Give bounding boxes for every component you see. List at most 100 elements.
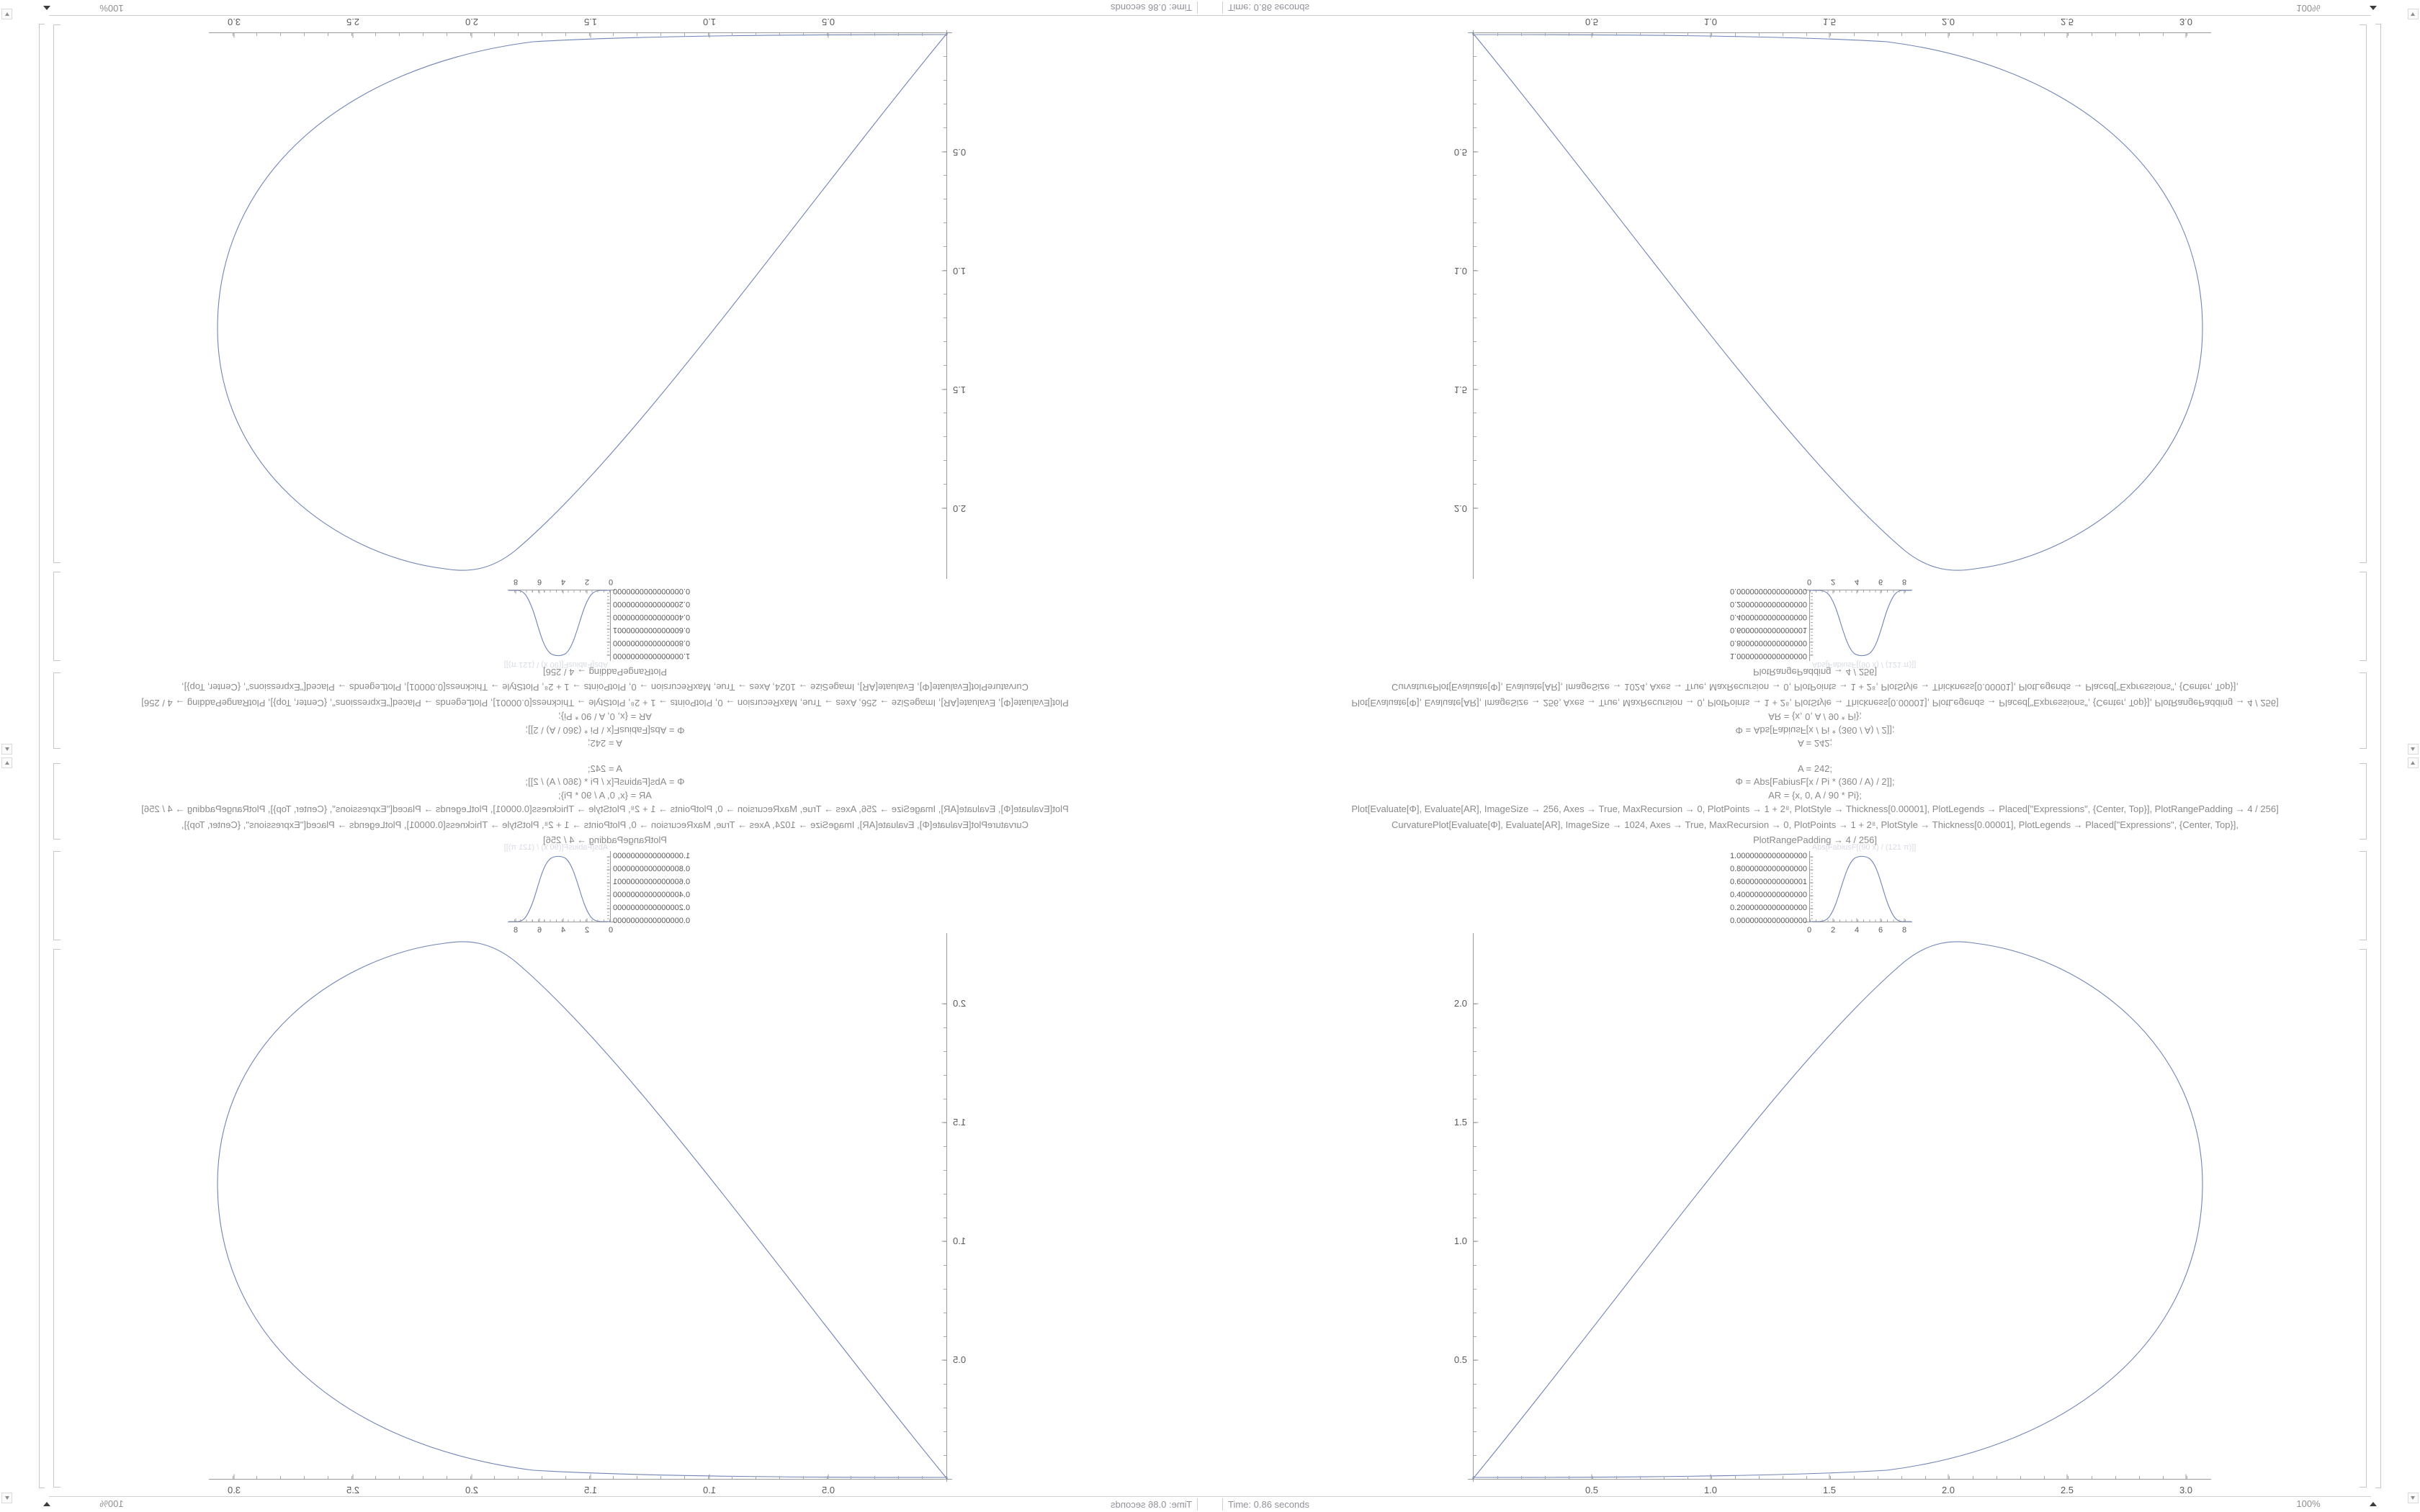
cell-group-bracket[interactable] (2375, 756, 2381, 1488)
cell-group-bracket[interactable] (39, 756, 45, 1488)
cell-bracket-code[interactable] (2357, 763, 2367, 840)
cell-bracket-big-plot[interactable] (2357, 949, 2367, 1488)
arrow-down-icon (5, 12, 9, 16)
cell-bracket-small-plot[interactable] (2357, 851, 2367, 940)
cell-bracket-big-plot[interactable] (53, 949, 63, 1488)
magnification-label[interactable]: 100% (99, 1498, 124, 1509)
tick-label: 1.5 (583, 1485, 598, 1495)
tick-label: 1.5 (1453, 384, 1467, 395)
tick-label: 0.0000000000000000 (1729, 917, 1807, 925)
big-plot-y-minor-ticks (944, 1004, 946, 1480)
tick-label: 0.8000000000000000 (1729, 865, 1807, 873)
status-bar-border (49, 15, 1210, 16)
tick-label: 1.0 (953, 266, 967, 276)
scrollbar-up-button[interactable] (1, 744, 12, 755)
cell-bracket-code[interactable] (53, 672, 63, 749)
tick-label: 1.5 (1453, 1117, 1467, 1128)
cell-bracket-small-plot[interactable] (53, 851, 63, 940)
cell-bracket-code[interactable] (53, 763, 63, 840)
tick-label: 0.2000000000000000 (1729, 600, 1807, 608)
tick-label: 0.5 (953, 147, 967, 158)
plots-canvas (209, 851, 952, 1482)
scrollbar-down-button[interactable] (2408, 9, 2419, 19)
tick-label: 0.5 (1453, 147, 1467, 158)
magnification-label[interactable]: 100% (2296, 3, 2321, 14)
scrollbar-up-button[interactable] (2408, 744, 2419, 755)
tick-label: 6 (537, 926, 542, 935)
code-line: AR = {x, 0, A / 90 * Pi}; (1768, 790, 1862, 801)
tick-label: 2.0 (465, 1485, 479, 1495)
tick-label: 0.5 (953, 1354, 967, 1365)
scrollbar-down-button[interactable] (1, 1493, 12, 1503)
tick-label: 2.0 (1453, 503, 1467, 514)
tick-label: 3.0 (2179, 17, 2193, 27)
curvature-teardrop-curve (217, 941, 948, 1480)
magnification-caret-icon[interactable] (2370, 6, 2377, 10)
tick-label: 0.6000000000000001 (1729, 626, 1807, 634)
scrollbar-up-button[interactable] (2408, 757, 2419, 768)
scrollbar-up-button[interactable] (1, 757, 12, 768)
tick-label: 0 (1806, 926, 1812, 935)
plots-canvas (209, 30, 952, 661)
tick-label: 4 (1854, 926, 1860, 935)
tick-label: 0.2000000000000000 (1729, 904, 1807, 912)
tick-label: 3.0 (227, 17, 241, 27)
notebook-quadrant: A = 242; Φ = Abs[FabiusF[x / Pi * (360 /… (1210, 0, 2420, 756)
code-line: Φ = Abs[FabiusF[x / Pi * (360 / A) / 2]]… (1735, 776, 1895, 787)
tick-label: 2.0 (1453, 998, 1467, 1009)
tick-label: 8 (1901, 926, 1907, 935)
tick-label: 0.8000000000000000 (1729, 639, 1807, 647)
tick-label: 0.2000000000000000 (613, 904, 691, 912)
cell-bracket-small-plot[interactable] (53, 572, 63, 661)
magnification-caret-icon[interactable] (43, 1502, 50, 1506)
code-line: PlotRangePadding → 4 / 256] (1752, 834, 1877, 845)
tick-label: 0.8000000000000000 (613, 639, 691, 647)
magnification-label[interactable]: 100% (2296, 1498, 2321, 1509)
tick-label: 1.0 (702, 17, 717, 27)
status-bar-divider (1197, 1498, 1198, 1511)
notebook-quadrant: A = 242; Φ = Abs[FabiusF[x / Pi * (360 /… (0, 756, 1210, 1512)
tick-label: 2.5 (346, 1485, 360, 1495)
magnification-label[interactable]: 100% (99, 3, 124, 14)
small-plot-y-minor-ticks (607, 590, 609, 655)
tick-label: 6 (1878, 577, 1883, 586)
cell-group-bracket[interactable] (39, 24, 45, 756)
tick-label: 0.8000000000000000 (613, 865, 691, 873)
cell-group-bracket[interactable] (2375, 24, 2381, 756)
tick-label: 0.5 (1585, 1485, 1599, 1495)
cell-bracket-code[interactable] (2357, 672, 2367, 749)
cell-bracket-big-plot[interactable] (2357, 24, 2367, 563)
tick-label: 0.2000000000000000 (613, 600, 691, 608)
magnification-caret-icon[interactable] (2370, 1502, 2377, 1506)
small-plot-axes (1805, 851, 1912, 922)
big-plot-axes (209, 30, 952, 579)
small-plot-x-minor-ticks (509, 590, 610, 593)
small-plot-axes (508, 851, 615, 922)
big-plot-x-minor-ticks (210, 1476, 946, 1479)
cell-bracket-small-plot[interactable] (2357, 572, 2367, 661)
arrow-up-icon (5, 761, 9, 765)
tick-label: 2.5 (2060, 1485, 2074, 1495)
tick-label: 1.0 (1453, 1236, 1467, 1246)
tick-label: 1.0 (1453, 266, 1467, 276)
tick-label: 8 (513, 926, 519, 935)
tick-label: 0.5 (1453, 1354, 1467, 1365)
tick-label: 1.0000000000000000 (1729, 652, 1807, 660)
small-plot-y-minor-ticks (1811, 857, 1813, 922)
big-plot-axes (1468, 933, 2211, 1482)
scrollbar-down-button[interactable] (2408, 1493, 2419, 1503)
magnification-caret-icon[interactable] (43, 6, 50, 10)
small-plot-axes (508, 590, 615, 661)
plots-canvas (1468, 30, 2211, 661)
tick-label: 1.5 (953, 1117, 967, 1128)
scrollbar-down-button[interactable] (1, 9, 12, 19)
arrow-up-icon (5, 747, 9, 751)
tick-label: 1.0 (702, 1485, 717, 1495)
tick-label: 0 (608, 577, 614, 586)
status-time-label: Time: 0.86 seconds (1111, 2, 1192, 13)
tick-label: 0.6000000000000001 (613, 626, 691, 634)
big-plot-y-minor-ticks (944, 32, 946, 508)
cell-bracket-big-plot[interactable] (53, 24, 63, 563)
tick-label: 2.0 (1941, 17, 1955, 27)
tick-label: 0 (1806, 577, 1812, 586)
